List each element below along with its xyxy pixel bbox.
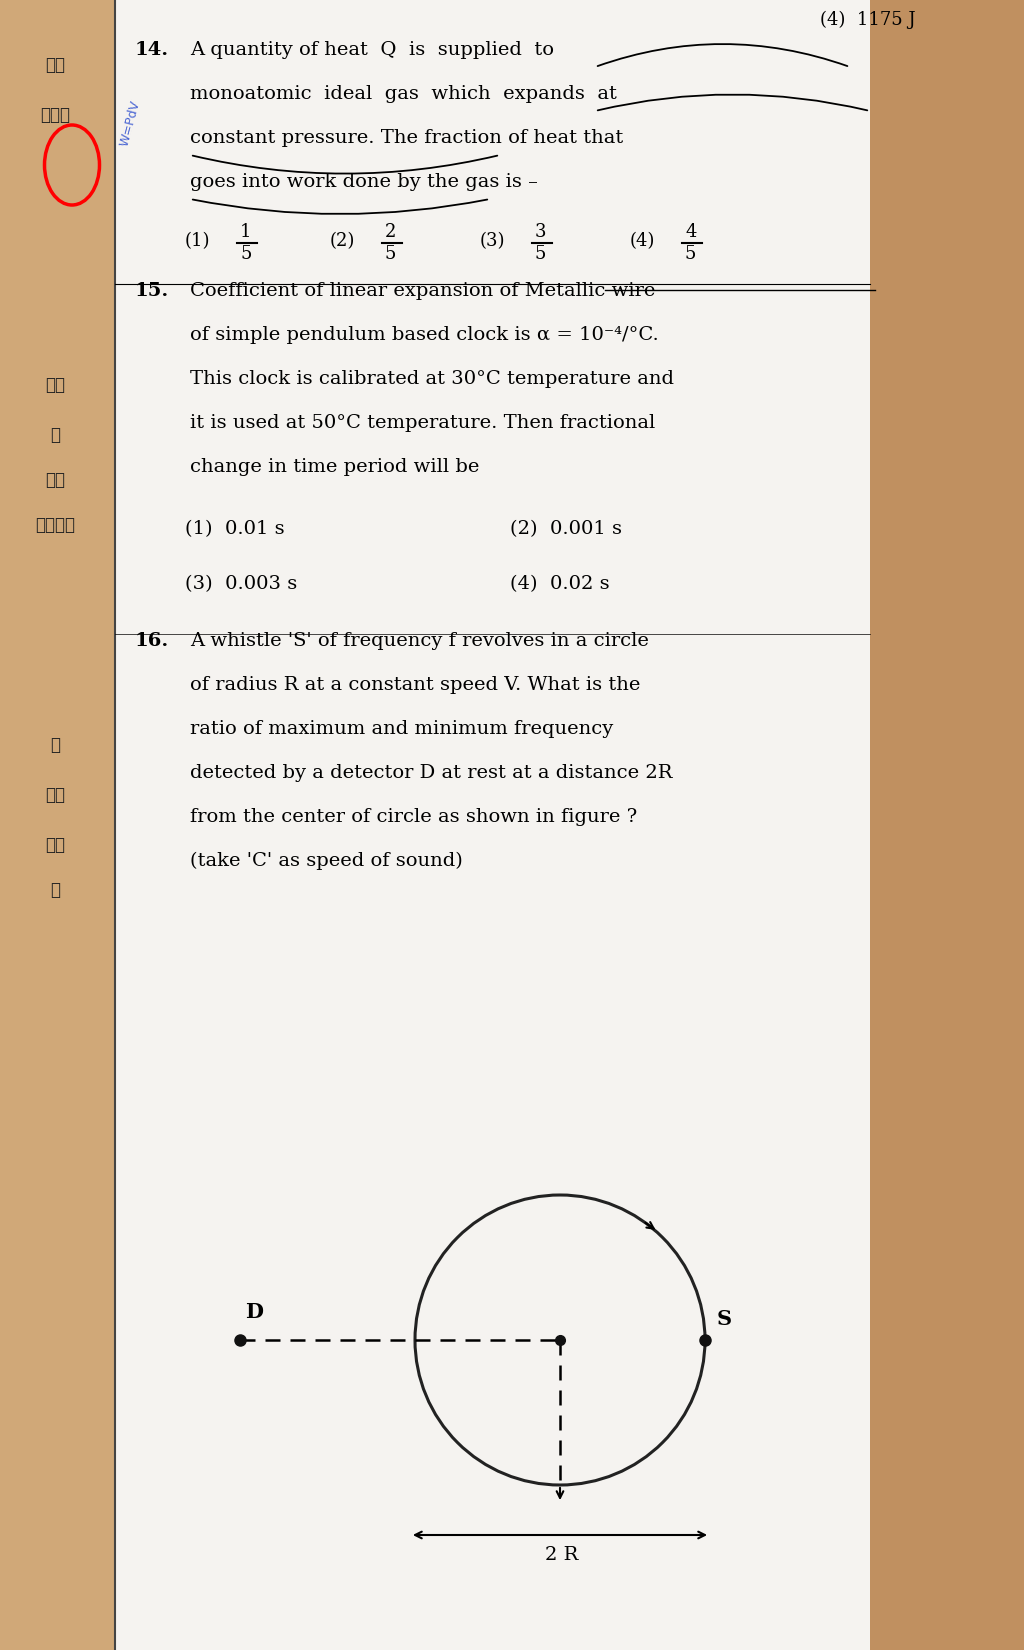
Text: (1): (1) xyxy=(185,233,211,251)
Text: 16.: 16. xyxy=(135,632,169,650)
Text: (take 'C' as speed of sound): (take 'C' as speed of sound) xyxy=(190,851,463,870)
Text: S: S xyxy=(717,1308,732,1328)
Text: it is used at 50°C temperature. Then fractional: it is used at 50°C temperature. Then fra… xyxy=(190,414,655,432)
Text: 2: 2 xyxy=(385,223,396,241)
Text: D: D xyxy=(245,1302,263,1322)
Text: (4)  1175 J: (4) 1175 J xyxy=(820,12,915,30)
Text: र्ते: र्ते xyxy=(35,516,75,535)
Text: 4: 4 xyxy=(685,223,696,241)
Text: 5: 5 xyxy=(240,244,251,262)
Text: (3): (3) xyxy=(480,233,506,251)
Text: 5: 5 xyxy=(685,244,696,262)
Text: 14.: 14. xyxy=(135,41,169,59)
Text: detected by a detector D at rest at a distance 2R: detected by a detector D at rest at a di… xyxy=(190,764,673,782)
Text: monoatomic  ideal  gas  which  expands  at: monoatomic ideal gas which expands at xyxy=(190,86,616,102)
Text: (1)  0.01 s: (1) 0.01 s xyxy=(185,520,285,538)
Text: 2 R: 2 R xyxy=(545,1546,579,1564)
Text: (4)  0.02 s: (4) 0.02 s xyxy=(510,574,609,592)
Text: (4): (4) xyxy=(630,233,655,251)
Text: (2): (2) xyxy=(330,233,355,251)
Text: का: का xyxy=(45,376,65,394)
Text: W=PdV: W=PdV xyxy=(118,99,142,148)
Text: A quantity of heat  Q  is  supplied  to: A quantity of heat Q is supplied to xyxy=(190,41,554,59)
Bar xyxy=(870,0,1024,1650)
Text: 5: 5 xyxy=(535,244,547,262)
Text: य: य xyxy=(50,736,60,754)
Text: भाग: भाग xyxy=(40,106,70,124)
Bar xyxy=(0,0,115,1650)
Text: A whistle 'S' of frequency f revolves in a circle: A whistle 'S' of frequency f revolves in… xyxy=(190,632,649,650)
Text: constant pressure. The fraction of heat that: constant pressure. The fraction of heat … xyxy=(190,129,624,147)
Text: त: त xyxy=(50,881,60,899)
Text: से: से xyxy=(45,470,65,488)
Text: 1: 1 xyxy=(240,223,252,241)
Text: from the center of circle as shown in figure ?: from the center of circle as shown in fi… xyxy=(190,808,637,827)
Text: (3)  0.003 s: (3) 0.003 s xyxy=(185,574,297,592)
Text: दी: दी xyxy=(45,56,65,74)
Text: Coefficient of linear expansion of Metallic wire: Coefficient of linear expansion of Metal… xyxy=(190,282,655,300)
Text: of simple pendulum based clock is α = 10⁻⁴/°C.: of simple pendulum based clock is α = 10… xyxy=(190,327,658,343)
Text: प: प xyxy=(50,426,60,444)
Text: change in time period will be: change in time period will be xyxy=(190,459,479,475)
Text: of radius R at a constant speed V. What is the: of radius R at a constant speed V. What … xyxy=(190,676,640,695)
Text: 15.: 15. xyxy=(135,282,169,300)
Text: ratio of maximum and minimum frequency: ratio of maximum and minimum frequency xyxy=(190,719,613,738)
Text: This clock is calibrated at 30°C temperature and: This clock is calibrated at 30°C tempera… xyxy=(190,370,674,388)
Text: 5: 5 xyxy=(385,244,396,262)
Text: 3: 3 xyxy=(535,223,547,241)
Bar xyxy=(115,0,870,1650)
Text: के: के xyxy=(45,837,65,855)
Text: नी: नी xyxy=(45,785,65,804)
Text: goes into work done by the gas is –: goes into work done by the gas is – xyxy=(190,173,538,191)
Text: (2)  0.001 s: (2) 0.001 s xyxy=(510,520,622,538)
